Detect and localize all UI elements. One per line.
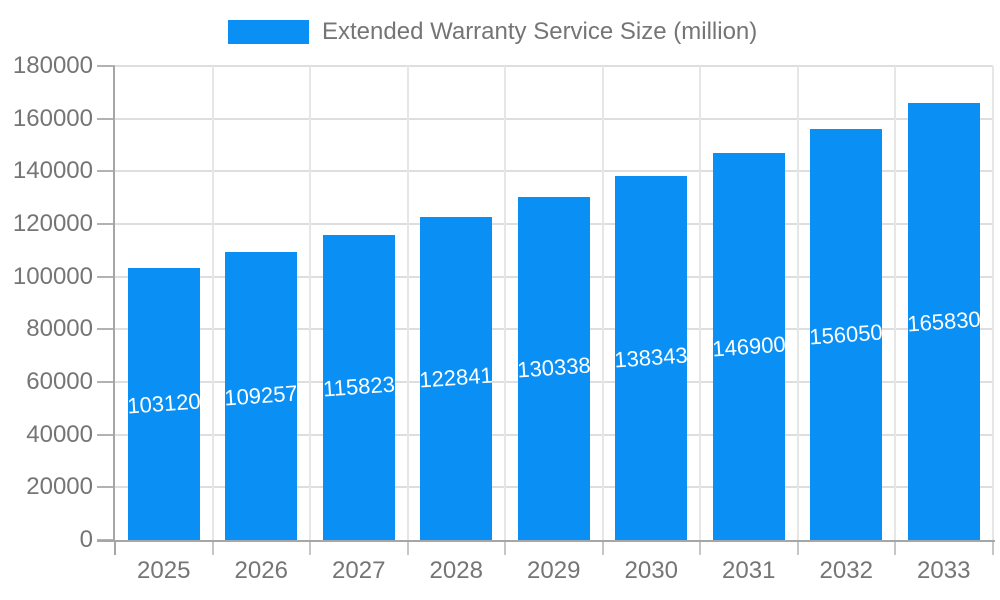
x-axis-tick — [406, 540, 409, 555]
gridline-vertical — [309, 66, 311, 540]
gridline-vertical — [601, 66, 604, 540]
x-axis-tick — [211, 540, 214, 555]
bar[interactable]: 130338 — [516, 196, 592, 540]
x-axis-label: 2025 — [137, 557, 191, 584]
gridline-vertical — [991, 66, 994, 540]
bar[interactable]: 138343 — [613, 175, 689, 540]
bar[interactable]: 146900 — [711, 153, 787, 540]
y-axis-tick — [97, 170, 115, 173]
x-axis-tick — [991, 540, 994, 555]
x-axis-label: 2032 — [819, 557, 873, 584]
bar[interactable]: 109257 — [223, 252, 299, 540]
gridline-horizontal — [115, 170, 993, 173]
bar[interactable]: 165830 — [906, 103, 982, 540]
x-axis-label: 2028 — [429, 557, 483, 584]
bar[interactable]: 103120 — [126, 268, 202, 540]
bar-value-label: 122841 — [418, 362, 494, 393]
x-axis-tick — [114, 540, 116, 555]
gridline-vertical — [796, 66, 799, 540]
bar-value-label: 103120 — [126, 388, 202, 419]
bar[interactable]: 156050 — [808, 129, 884, 540]
y-axis-line — [113, 66, 115, 542]
bar-value-label: 115823 — [322, 372, 396, 402]
y-axis-tick — [97, 65, 115, 67]
y-axis-label: 60000 — [26, 368, 93, 395]
bar-value-label: 146900 — [711, 331, 787, 362]
legend-label: Extended Warranty Service Size (million) — [322, 18, 758, 45]
y-axis-labels: 0 20000 40000 60000 80000 100000 120000 140000 1… — [0, 0, 93, 600]
gridline-horizontal — [115, 65, 993, 67]
y-axis-tick — [97, 328, 115, 331]
bar[interactable]: 115823 — [322, 234, 396, 540]
bar[interactable]: 122841 — [418, 216, 494, 540]
x-axis-tick — [796, 540, 799, 555]
x-axis-tick — [601, 540, 604, 555]
gridline-vertical — [699, 66, 701, 540]
gridline-vertical — [504, 66, 506, 540]
y-axis-tick — [97, 223, 115, 225]
x-axis-tick — [504, 540, 506, 555]
y-axis-tick — [97, 381, 115, 383]
y-axis-label: 140000 — [12, 157, 93, 185]
y-axis-tick — [97, 117, 115, 120]
y-axis-label: 120000 — [12, 210, 93, 237]
x-axis-label: 2026 — [234, 557, 288, 584]
y-axis-label: 20000 — [26, 473, 93, 501]
gridline-horizontal — [115, 117, 993, 120]
x-axis-label: 2033 — [917, 557, 971, 584]
x-axis-tick — [894, 540, 896, 555]
x-axis-tick — [699, 540, 701, 555]
bar-value-label: 156050 — [808, 318, 884, 350]
x-axis-line — [97, 540, 995, 542]
x-axis-label: 2030 — [624, 557, 678, 584]
bar-value-label: 165830 — [906, 306, 982, 337]
y-axis-label: 80000 — [26, 315, 93, 343]
y-axis-tick — [97, 275, 115, 278]
y-axis-tick — [97, 486, 115, 489]
x-axis-label: 2027 — [332, 557, 386, 584]
gridline-vertical — [406, 66, 409, 540]
x-axis-label: 2031 — [722, 557, 776, 584]
x-axis-label: 2029 — [527, 557, 581, 584]
x-axis-tick — [309, 540, 311, 555]
y-axis-label: 40000 — [26, 420, 93, 448]
gridline-vertical — [211, 66, 214, 540]
bar-value-label: 109257 — [223, 380, 299, 411]
y-axis-label: 100000 — [12, 262, 93, 290]
y-axis-label: 160000 — [12, 104, 93, 132]
gridline-vertical — [894, 66, 896, 540]
bar-value-label: 138343 — [613, 342, 689, 373]
y-axis-label: 180000 — [12, 52, 93, 79]
legend-swatch — [228, 19, 309, 44]
bar-value-label: 130338 — [516, 352, 592, 383]
y-axis-tick — [97, 433, 115, 436]
y-axis-label: 0 — [79, 526, 93, 553]
legend-item[interactable]: Extended Warranty Service Size (million) — [228, 18, 757, 45]
plot-area: 103120 109257 115823 122841 130338 138343 1469… — [97, 65, 994, 584]
